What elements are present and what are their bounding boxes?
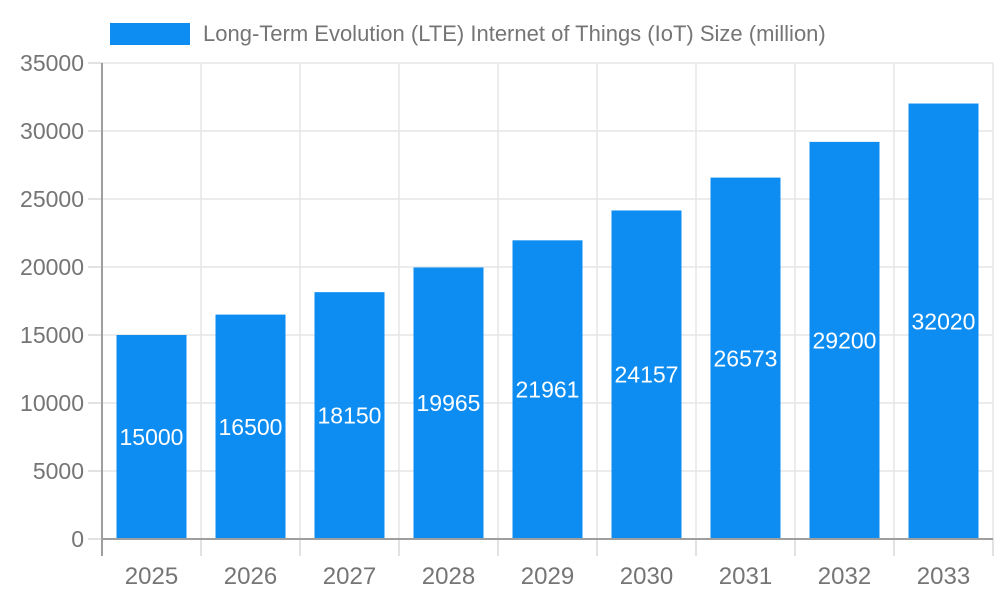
x-axis-label: 2025: [125, 563, 178, 590]
y-axis-label: 0: [71, 526, 84, 552]
bar-value-label: 29200: [813, 327, 877, 353]
y-axis-label: 10000: [20, 390, 84, 416]
bar-value-label: 16500: [219, 414, 283, 440]
bar-value-label: 26573: [714, 345, 778, 371]
bar-value-label: 15000: [120, 424, 184, 450]
bar-2029: [512, 240, 583, 540]
bar-2028: [413, 267, 484, 539]
x-axis-label: 2030: [620, 563, 673, 590]
bar-2025: [116, 335, 187, 539]
x-axis-label: 2032: [818, 563, 871, 590]
bar-value-label: 32020: [912, 308, 976, 334]
bar-value-label: 19965: [417, 390, 481, 416]
legend-item[interactable]: Long-Term Evolution (LTE) Internet of Th…: [110, 21, 826, 47]
x-axis-label: 2026: [224, 563, 277, 590]
bar-2033: [908, 103, 979, 539]
y-axis-label: 25000: [20, 186, 84, 212]
bar-2032: [809, 141, 880, 539]
bar-2026: [215, 314, 286, 539]
y-axis-label: 20000: [20, 254, 84, 280]
x-axis-label: 2033: [917, 563, 970, 590]
bar-value-label: 18150: [318, 403, 382, 429]
bar-value-label: 24157: [615, 362, 679, 388]
y-axis-label: 35000: [20, 50, 84, 76]
legend-label: Long-Term Evolution (LTE) Internet of Th…: [203, 21, 826, 46]
x-axis-label: 2027: [323, 563, 376, 590]
y-axis-label: 5000: [33, 458, 84, 484]
x-axis-label: 2029: [521, 563, 574, 590]
y-axis-label: 30000: [20, 118, 84, 144]
bar-value-label: 21961: [516, 377, 580, 403]
bar-2031: [710, 177, 781, 540]
bar-2027: [314, 292, 385, 539]
y-axis-label: 15000: [20, 322, 84, 348]
x-axis-label: 2028: [422, 563, 475, 590]
x-axis-label: 2031: [719, 563, 772, 590]
legend-swatch: [110, 23, 190, 45]
bar-2030: [611, 210, 682, 540]
